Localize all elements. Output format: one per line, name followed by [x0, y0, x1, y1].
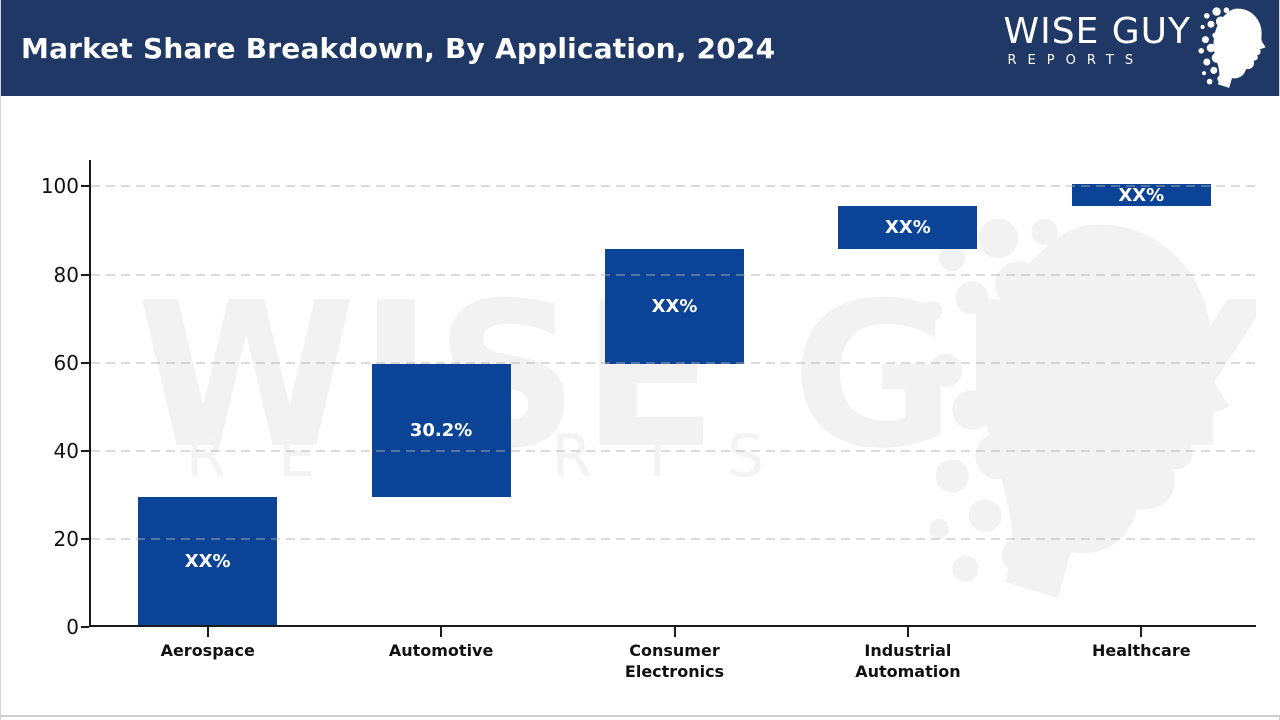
- y-axis-tick-label: 60: [53, 350, 79, 375]
- gridline: [91, 449, 1256, 452]
- gridline: [91, 537, 1256, 540]
- y-axis-tick-label: 100: [40, 174, 79, 199]
- y-axis-tick-mark: [81, 273, 89, 276]
- y-axis-tick-label: 40: [53, 438, 79, 463]
- wiseguy-face-icon: [1198, 7, 1266, 88]
- y-axis-tick-mark: [81, 185, 89, 188]
- x-axis-tick-mark: [906, 627, 909, 637]
- brand-subtitle: REPORTS: [1007, 53, 1145, 68]
- gridline: [91, 185, 1256, 188]
- bar-value-label: XX%: [884, 217, 931, 239]
- x-axis-tick-mark: [206, 627, 209, 637]
- y-axis-tick-mark: [81, 361, 89, 364]
- watermark-face-icon: [912, 218, 1230, 599]
- x-axis-category-label: Aerospace: [160, 641, 255, 660]
- bar-value-label: XX%: [651, 295, 698, 317]
- header-bar: Market Share Breakdown, By Application, …: [1, 0, 1279, 96]
- bar-segment: XX%: [605, 248, 744, 365]
- x-axis-category-label: Consumer Electronics: [624, 641, 725, 681]
- bar-segment: XX%: [838, 206, 978, 249]
- y-axis-tick-label: 20: [53, 526, 79, 551]
- brand-logo: WISE GUY REPORTS: [1003, 11, 1192, 69]
- x-axis-category-label: Automotive: [388, 641, 494, 660]
- x-axis-tick-mark: [673, 627, 676, 637]
- gridline: [91, 273, 1256, 276]
- y-axis-tick-mark: [81, 449, 89, 452]
- bar-segment: 30.2%: [371, 364, 511, 498]
- y-axis-tick-label: 80: [53, 262, 79, 287]
- bar-value-label: XX%: [1118, 184, 1165, 206]
- bar-segment: XX%: [1071, 184, 1211, 207]
- x-axis-category-label: Industrial Automation: [855, 641, 961, 681]
- y-axis-tick-mark: [81, 626, 89, 628]
- y-axis-tick-label: 0: [66, 615, 79, 639]
- x-axis-tick-mark: [440, 627, 443, 637]
- y-axis-tick-mark: [81, 537, 89, 540]
- bar-value-label: XX%: [184, 550, 231, 572]
- gridline: [91, 361, 1256, 364]
- page-title: Market Share Breakdown, By Application, …: [21, 31, 776, 65]
- brand-name: WISE GUY: [1003, 11, 1191, 52]
- bar-segment: XX%: [138, 497, 278, 625]
- x-axis-category-label: Healthcare: [1092, 641, 1191, 660]
- bar-value-label: 30.2%: [409, 420, 473, 442]
- x-axis-tick-mark: [1140, 627, 1143, 637]
